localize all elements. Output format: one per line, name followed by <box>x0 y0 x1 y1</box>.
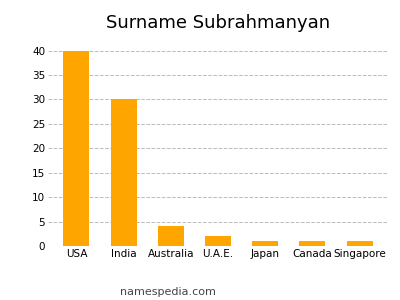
Bar <box>111 100 136 246</box>
Text: namespedia.com: namespedia.com <box>120 287 216 297</box>
Bar <box>64 51 90 246</box>
Bar <box>158 226 184 246</box>
Title: Surname Subrahmanyan: Surname Subrahmanyan <box>106 14 330 32</box>
Bar <box>252 241 278 246</box>
Bar <box>300 241 325 246</box>
Bar <box>205 236 231 246</box>
Bar <box>346 241 372 246</box>
